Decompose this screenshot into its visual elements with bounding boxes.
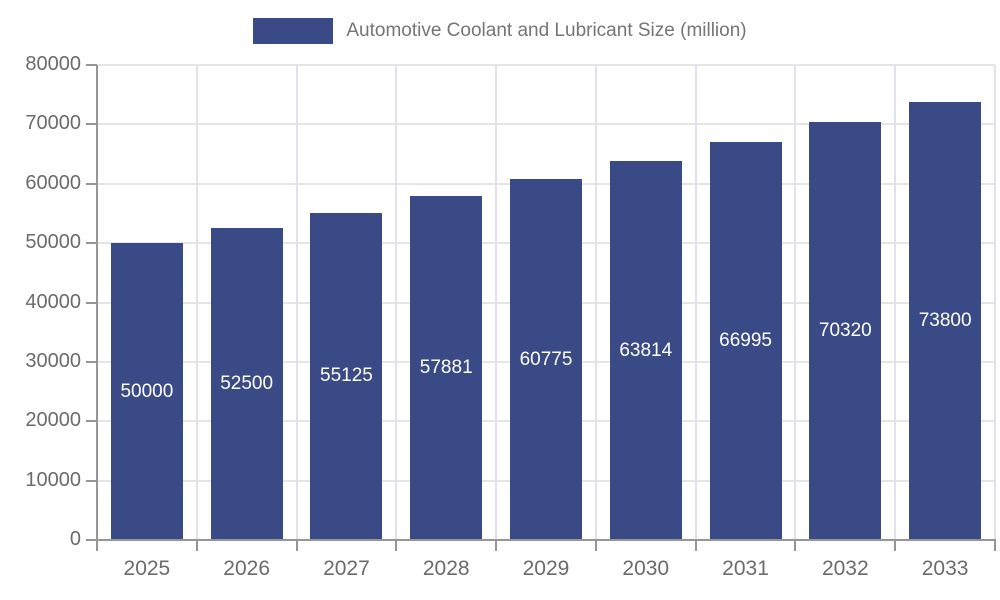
y-tick-label: 80000 (25, 53, 81, 75)
tick-mark (86, 360, 97, 363)
x-tick-label: 2031 (722, 557, 769, 580)
bar (510, 179, 582, 540)
gridline-v (594, 65, 597, 540)
bar (909, 101, 982, 540)
gridline-v (694, 65, 697, 540)
y-tick-label: 30000 (25, 349, 81, 372)
y-tick-label: 10000 (25, 468, 81, 491)
x-tick-label: 2027 (323, 557, 370, 580)
x-tick-label: 2025 (123, 557, 171, 580)
tick-mark (86, 64, 97, 66)
bar-value-label: 63814 (619, 339, 673, 361)
tick-mark (594, 540, 597, 551)
tick-mark (994, 540, 996, 551)
tick-mark (195, 540, 198, 551)
gridline-v (295, 65, 298, 540)
x-tick-label: 2026 (223, 557, 270, 580)
x-tick-label: 2033 (921, 557, 969, 580)
tick-mark (86, 420, 97, 423)
axis-x (96, 539, 996, 541)
gridline-v (395, 65, 398, 540)
gridline-v (495, 65, 498, 540)
tick-mark (86, 182, 97, 185)
y-tick-label: 20000 (25, 409, 81, 432)
bar (709, 142, 782, 540)
bar-value-label: 60775 (519, 348, 573, 370)
gridline-v (894, 65, 897, 540)
y-tick-label: 40000 (25, 290, 81, 313)
bar (410, 196, 483, 540)
y-tick-label: 60000 (25, 171, 81, 194)
chart-legend[interactable]: Automotive Coolant and Lubricant Size (m… (0, 14, 1000, 48)
x-tick-label: 2029 (522, 557, 570, 580)
y-tick-label: 50000 (25, 231, 81, 254)
x-tick-label: 2030 (622, 557, 670, 580)
axis-y (96, 65, 98, 540)
bar (609, 161, 682, 540)
bar-value-label: 52500 (220, 373, 274, 395)
bar (110, 243, 183, 540)
gridline-h (97, 123, 995, 126)
tick-mark (694, 540, 697, 551)
tick-mark (86, 242, 97, 245)
x-tick-label: 2028 (422, 557, 470, 580)
y-tick-label: 0 (69, 528, 81, 550)
bar (210, 228, 283, 540)
tick-mark (894, 540, 897, 551)
bar (809, 122, 882, 540)
gridline-h (97, 64, 995, 66)
tick-mark (86, 479, 97, 482)
gridline-v (794, 65, 797, 540)
bar (310, 212, 383, 540)
legend-label: Automotive Coolant and Lubricant Size (m… (346, 20, 747, 41)
tick-mark (96, 540, 98, 551)
tick-mark (395, 540, 398, 551)
tick-mark (295, 540, 298, 551)
tick-mark (86, 123, 97, 126)
bar-value-label: 50000 (120, 380, 174, 402)
tick-mark (495, 540, 498, 551)
bar-value-label: 70320 (818, 320, 872, 342)
gridline-v (195, 65, 198, 540)
legend-swatch (253, 18, 334, 44)
bar-value-label: 66995 (719, 330, 772, 352)
y-tick-label: 70000 (25, 112, 81, 135)
tick-mark (794, 540, 797, 551)
bar-value-label: 57881 (419, 357, 473, 379)
bar-value-label: 55125 (320, 365, 373, 387)
gridline-v (994, 65, 996, 540)
bar-value-label: 73800 (918, 309, 972, 331)
tick-mark (86, 301, 97, 304)
x-tick-label: 2032 (821, 557, 869, 580)
tick-mark (86, 539, 97, 541)
